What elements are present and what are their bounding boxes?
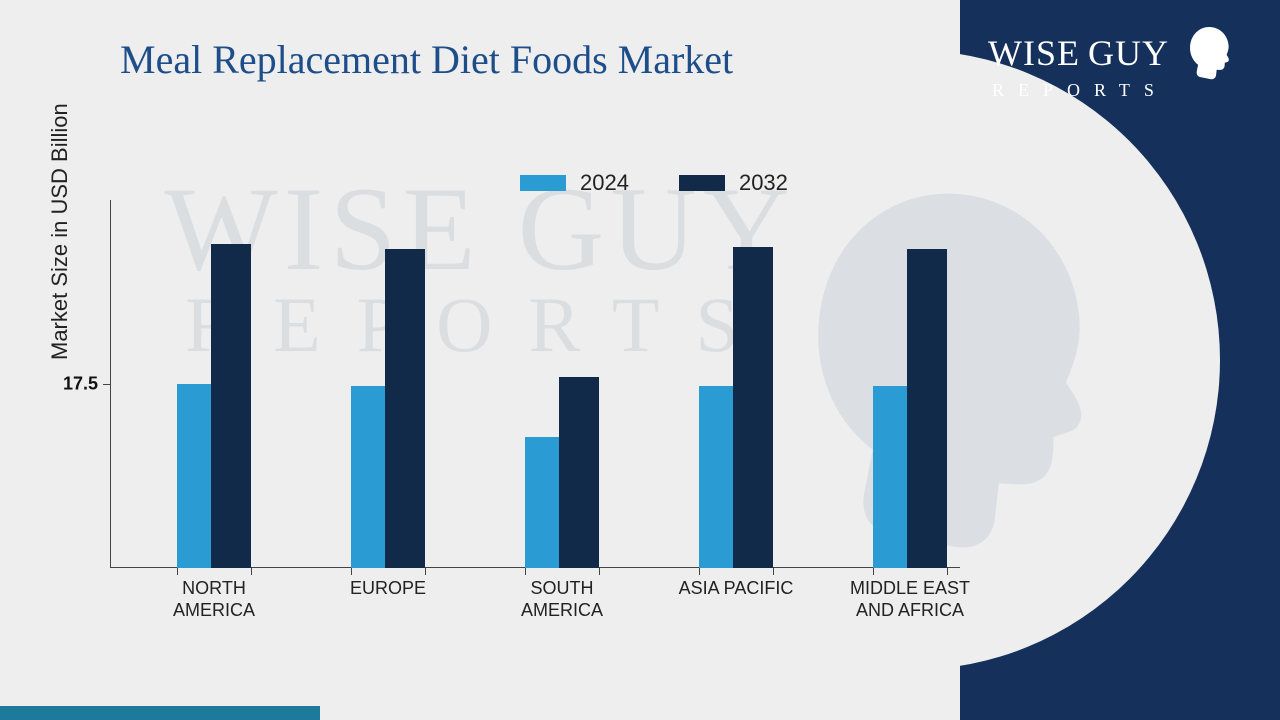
x-axis-label: MIDDLE EAST AND AFRICA bbox=[840, 578, 980, 621]
legend-swatch-2024 bbox=[520, 175, 566, 191]
x-axis-label: NORTH AMERICA bbox=[144, 578, 284, 621]
bar-series-2 bbox=[211, 244, 251, 568]
y-tick bbox=[103, 384, 110, 385]
y-axis bbox=[110, 200, 111, 568]
legend-swatch-2032 bbox=[679, 175, 725, 191]
x-tick bbox=[351, 568, 352, 575]
chart-title: Meal Replacement Diet Foods Market bbox=[120, 36, 733, 83]
bar-series-2 bbox=[733, 247, 773, 568]
logo-text-guy: GUY bbox=[1088, 32, 1169, 74]
legend-item-2032: 2032 bbox=[679, 170, 788, 196]
logo-head-icon bbox=[1177, 22, 1239, 84]
legend: 2024 2032 bbox=[520, 170, 788, 196]
x-axis-label: SOUTH AMERICA bbox=[492, 578, 632, 621]
x-tick bbox=[177, 568, 178, 575]
bar-series-2 bbox=[559, 377, 599, 568]
x-tick bbox=[425, 568, 426, 575]
legend-label-2024: 2024 bbox=[580, 170, 629, 196]
x-tick bbox=[873, 568, 874, 575]
x-tick bbox=[599, 568, 600, 575]
x-tick bbox=[773, 568, 774, 575]
legend-item-2024: 2024 bbox=[520, 170, 629, 196]
x-tick bbox=[251, 568, 252, 575]
y-tick-label: 17.5 bbox=[63, 374, 98, 395]
y-axis-label: Market Size in USD Billion bbox=[47, 103, 73, 360]
logo-text-wise: WISE bbox=[988, 32, 1080, 74]
x-tick bbox=[699, 568, 700, 575]
bar-series-2 bbox=[385, 249, 425, 568]
accent-bar bbox=[0, 706, 320, 720]
x-tick bbox=[947, 568, 948, 575]
plot-area: 17.5NORTH AMERICAEUROPESOUTH AMERICAASIA… bbox=[110, 200, 960, 568]
x-tick bbox=[525, 568, 526, 575]
x-axis-label: ASIA PACIFIC bbox=[666, 578, 806, 600]
bar-series-2 bbox=[907, 249, 947, 568]
x-axis-label: EUROPE bbox=[318, 578, 458, 600]
brand-logo: WISE GUY REPORTS bbox=[988, 22, 1258, 101]
legend-label-2032: 2032 bbox=[739, 170, 788, 196]
